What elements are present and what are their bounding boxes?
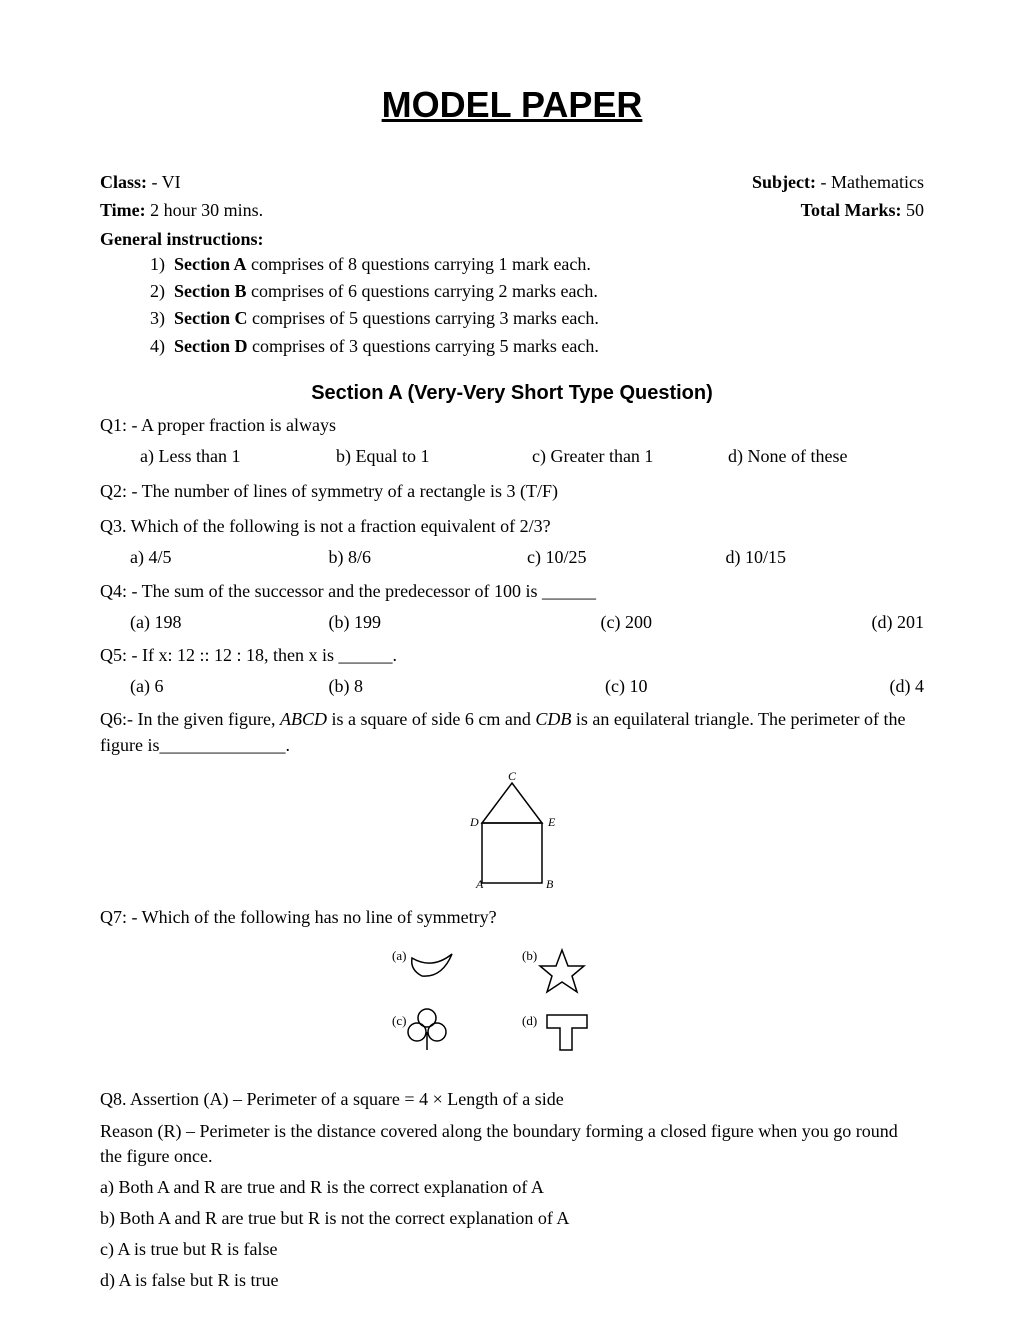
section-a-title: Section A (Very-Very Short Type Question… xyxy=(100,379,924,407)
q1-option-b: b) Equal to 1 xyxy=(336,444,532,469)
instruction-3: 3)Section C comprises of 5 questions car… xyxy=(150,306,924,331)
question-4: Q4: - The sum of the successor and the p… xyxy=(100,579,924,604)
svg-text:(d): (d) xyxy=(522,1013,537,1028)
label-c: E xyxy=(547,815,556,829)
label-e: C xyxy=(508,769,517,783)
q5-option-a: (a) 6 xyxy=(130,674,329,699)
label-d: D xyxy=(469,815,479,829)
question-3: Q3. Which of the following is not a frac… xyxy=(100,514,924,539)
instructions-list: 1)Section A comprises of 8 questions car… xyxy=(100,252,924,359)
q3-option-a: a) 4/5 xyxy=(130,545,329,570)
q8-option-b: b) Both A and R are true but R is not th… xyxy=(100,1206,924,1231)
svg-text:(b): (b) xyxy=(522,948,537,963)
q3-option-c: c) 10/25 xyxy=(527,545,726,570)
q3-option-d: d) 10/15 xyxy=(726,545,925,570)
subject-info: Subject: - Mathematics xyxy=(752,170,924,195)
q4-option-a: (a) 198 xyxy=(130,610,329,635)
q8-reason: Reason (R) – Perimeter is the distance c… xyxy=(100,1119,924,1169)
question-1: Q1: - A proper fraction is always xyxy=(100,413,924,438)
marks-label: Total Marks: xyxy=(801,200,902,220)
q1-options: a) Less than 1 b) Equal to 1 c) Greater … xyxy=(100,444,924,469)
q4-option-c: (c) 200 xyxy=(527,610,726,635)
q8-assertion: Q8. Assertion (A) – Perimeter of a squar… xyxy=(100,1087,924,1112)
label-a: A xyxy=(475,877,484,888)
q6-figure: A B D E C xyxy=(100,768,924,895)
marks-value: 50 xyxy=(906,200,924,220)
class-label: Class: xyxy=(100,172,147,192)
instruction-2: 2)Section B comprises of 6 questions car… xyxy=(150,279,924,304)
class-value: - VI xyxy=(152,172,181,192)
label-b: B xyxy=(546,877,554,888)
instruction-4: 4)Section D comprises of 3 questions car… xyxy=(150,334,924,359)
time-info: Time: 2 hour 30 mins. xyxy=(100,198,263,223)
q7-figure: (a) (b) (c) (d) xyxy=(100,940,924,1077)
time-label: Time: xyxy=(100,200,146,220)
paper-title: MODEL PAPER xyxy=(100,80,924,130)
q5-options: (a) 6 (b) 8 (c) 10 (d) 4 xyxy=(100,674,924,699)
subject-value: - Mathematics xyxy=(821,172,924,192)
question-6: Q6:- In the given figure, ABCD is a squa… xyxy=(100,707,924,757)
svg-text:(c): (c) xyxy=(392,1013,406,1028)
svg-text:(a): (a) xyxy=(392,948,406,963)
class-info: Class: - VI xyxy=(100,170,181,195)
header-row-1: Class: - VI Subject: - Mathematics xyxy=(100,170,924,195)
general-instructions-title: General instructions: xyxy=(100,227,924,252)
q8-option-c: c) A is true but R is false xyxy=(100,1237,924,1262)
q8-option-a: a) Both A and R are true and R is the co… xyxy=(100,1175,924,1200)
q4-options: (a) 198 (b) 199 (c) 200 (d) 201 xyxy=(100,610,924,635)
q4-option-b: (b) 199 xyxy=(329,610,528,635)
instruction-1: 1)Section A comprises of 8 questions car… xyxy=(150,252,924,277)
q5-option-b: (b) 8 xyxy=(329,674,528,699)
question-5: Q5: - If x: 12 :: 12 : 18, then x is ___… xyxy=(100,643,924,668)
q8-option-d: d) A is false but R is true xyxy=(100,1268,924,1293)
header-row-2: Time: 2 hour 30 mins. Total Marks: 50 xyxy=(100,198,924,223)
q1-option-a: a) Less than 1 xyxy=(140,444,336,469)
time-value: 2 hour 30 mins. xyxy=(150,200,263,220)
q3-option-b: b) 8/6 xyxy=(329,545,528,570)
question-7: Q7: - Which of the following has no line… xyxy=(100,905,924,930)
question-2: Q2: - The number of lines of symmetry of… xyxy=(100,479,924,504)
q5-option-d: (d) 4 xyxy=(726,674,925,699)
marks-info: Total Marks: 50 xyxy=(801,198,924,223)
subject-label: Subject: xyxy=(752,172,816,192)
q3-options: a) 4/5 b) 8/6 c) 10/25 d) 10/15 xyxy=(100,545,924,570)
q1-option-d: d) None of these xyxy=(728,444,924,469)
q5-option-c: (c) 10 xyxy=(527,674,726,699)
q4-option-d: (d) 201 xyxy=(726,610,925,635)
q1-option-c: c) Greater than 1 xyxy=(532,444,728,469)
